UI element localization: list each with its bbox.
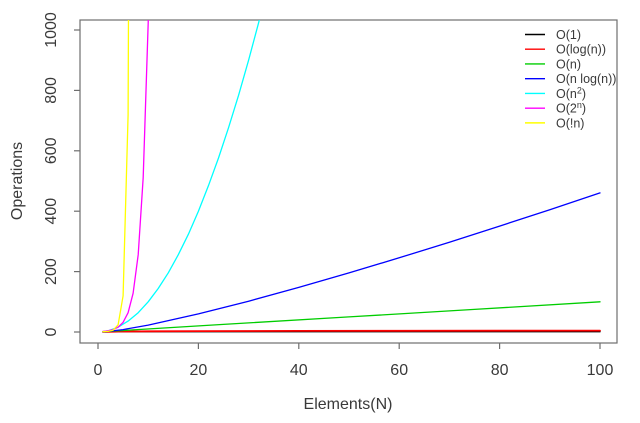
legend: O(1)O(log(n))O(n)O(n log(n))O(n2)O(2n)O(… xyxy=(525,28,616,130)
series-line-3-onlogn xyxy=(102,192,601,333)
series-group xyxy=(102,20,601,333)
y-axis-title: Operations xyxy=(9,142,26,220)
x-tick-label: 40 xyxy=(290,362,308,379)
series-line-2-on xyxy=(102,301,601,333)
legend-label-1: O(log(n)) xyxy=(556,43,606,57)
y-tick-label: 1000 xyxy=(43,12,60,48)
legend-label-6: O(!n) xyxy=(556,116,584,130)
series-line-6-on xyxy=(102,20,130,333)
series-line-4-on2 xyxy=(102,20,260,333)
y-tick-label: 600 xyxy=(43,137,60,164)
plot-box xyxy=(79,19,618,344)
legend-label-5: O(2n) xyxy=(556,100,586,116)
legend-label-2: O(n) xyxy=(556,57,581,71)
x-tick-label: 80 xyxy=(491,362,509,379)
y-tick-label: 0 xyxy=(43,327,60,336)
legend-label-0: O(1) xyxy=(556,28,581,42)
legend-label-3: O(n log(n)) xyxy=(556,72,616,86)
x-tick-label: 100 xyxy=(587,362,614,379)
x-tick-label: 20 xyxy=(190,362,208,379)
y-tick-label: 400 xyxy=(43,198,60,225)
x-tick-label: 60 xyxy=(390,362,408,379)
y-tick-label: 200 xyxy=(43,258,60,285)
x-tick-label: 0 xyxy=(94,362,103,379)
y-tick-label: 800 xyxy=(43,77,60,104)
x-axis-title: Elements(N) xyxy=(304,396,393,413)
legend-label-4: O(n2) xyxy=(556,85,586,101)
